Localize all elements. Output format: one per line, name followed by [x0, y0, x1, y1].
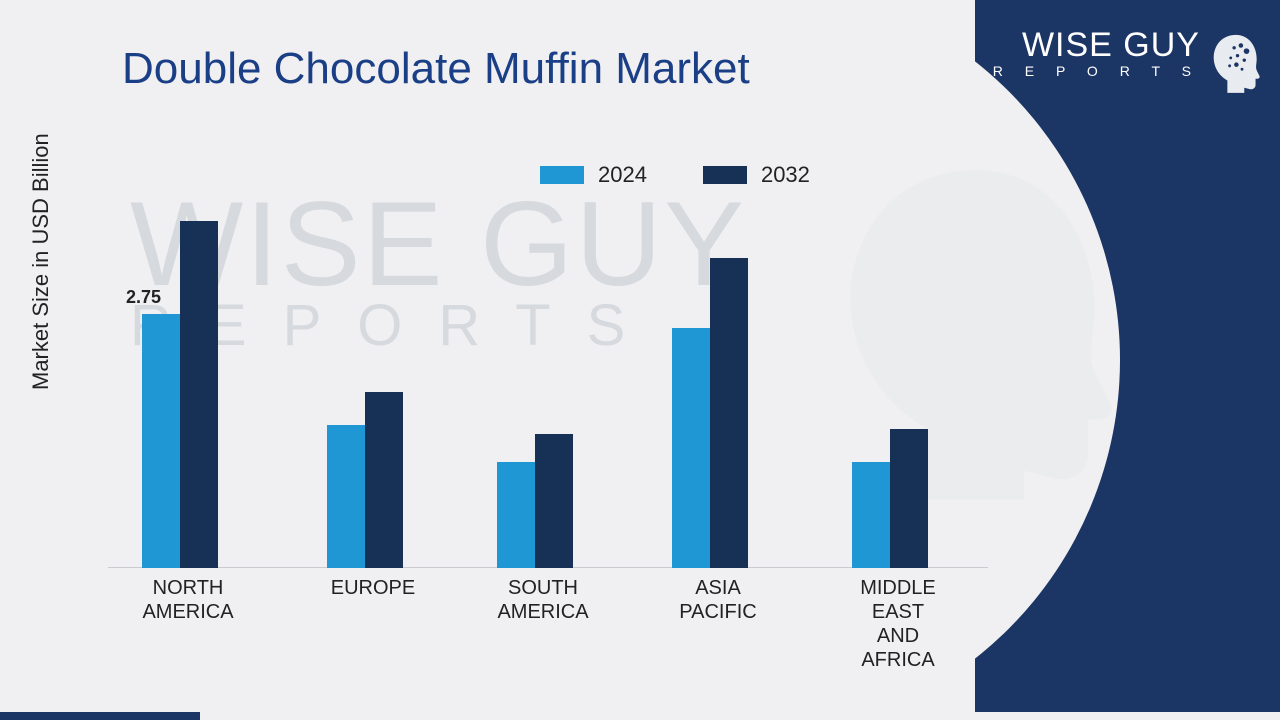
- brand-head-icon: [1204, 32, 1262, 94]
- bar: [327, 425, 365, 568]
- bar: [672, 328, 710, 569]
- bar: [142, 314, 180, 568]
- bar: [497, 462, 535, 568]
- plot-area: 2.75NORTHAMERICAEUROPESOUTHAMERICAASIAPA…: [108, 198, 988, 568]
- category-label: ASIAPACIFIC: [648, 568, 788, 624]
- bar: [852, 462, 890, 568]
- bar: [365, 392, 403, 568]
- legend-label-2024: 2024: [598, 162, 647, 188]
- category-label: SOUTHAMERICA: [473, 568, 613, 624]
- brand-sub: R E P O R T S: [993, 63, 1200, 79]
- bar-chart: Double Chocolate Muffin Market Market Si…: [0, 0, 1280, 720]
- bar: [710, 258, 748, 568]
- brand-logo: WISE GUY R E P O R T S: [993, 26, 1258, 79]
- chart-legend: 2024 2032: [540, 162, 810, 188]
- bar: [890, 429, 928, 568]
- legend-swatch-2024: [540, 166, 584, 184]
- legend-swatch-2032: [703, 166, 747, 184]
- legend-label-2032: 2032: [761, 162, 810, 188]
- bar: [180, 221, 218, 568]
- legend-item-2032: 2032: [703, 162, 810, 188]
- category-label: NORTHAMERICA: [118, 568, 258, 624]
- y-axis-label: Market Size in USD Billion: [28, 133, 54, 390]
- bar-value-label: 2.75: [126, 287, 161, 308]
- legend-item-2024: 2024: [540, 162, 647, 188]
- brand-main: WISE GUY: [993, 26, 1200, 65]
- category-label: MIDDLEEASTANDAFRICA: [828, 568, 968, 672]
- chart-title: Double Chocolate Muffin Market: [122, 44, 750, 94]
- category-label: EUROPE: [303, 568, 443, 600]
- bar: [535, 434, 573, 568]
